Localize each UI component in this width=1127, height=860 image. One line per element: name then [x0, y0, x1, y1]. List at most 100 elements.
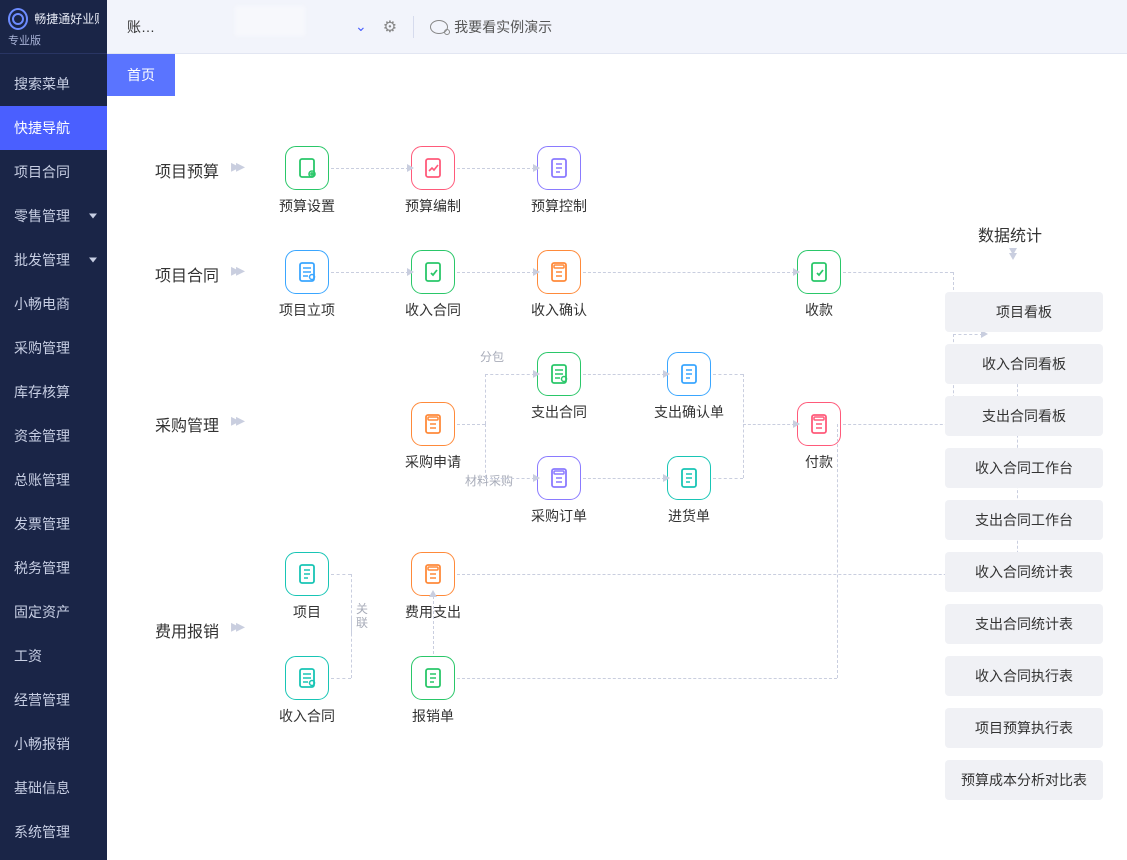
- arrow-right-icon: [793, 268, 800, 276]
- topbar: 账… ⌄ ⚙ 我要看实例演示: [107, 0, 1127, 54]
- arrow-right-icon: [533, 268, 540, 276]
- node-r1-2[interactable]: [537, 146, 581, 190]
- connector: [485, 374, 486, 424]
- stats-button-2[interactable]: 支出合同看板: [945, 396, 1103, 436]
- demo-link-label: 我要看实例演示: [454, 17, 552, 37]
- connector: [713, 374, 743, 375]
- connector: [743, 374, 744, 478]
- stats-button-4[interactable]: 支出合同工作台: [945, 500, 1103, 540]
- chevron-down-icon: ⌄: [355, 18, 367, 35]
- sidebar-item-1[interactable]: 快捷导航: [0, 106, 107, 150]
- stats-button-3[interactable]: 收入合同工作台: [945, 448, 1103, 488]
- node-purchase-req[interactable]: [411, 402, 455, 446]
- node-label-r1-1: 预算编制: [373, 196, 493, 216]
- node-label-r2-0: 项目立项: [247, 300, 367, 320]
- node-label-r2-1: 收入合同: [373, 300, 493, 320]
- node-spend-confirm[interactable]: [667, 352, 711, 396]
- sidebar-item-7[interactable]: 库存核算: [0, 370, 107, 414]
- arrow-right-icon: [407, 164, 414, 172]
- connector: [351, 618, 352, 678]
- stats-button-label: 预算成本分析对比表: [961, 770, 1087, 790]
- sidebar-item-3[interactable]: 零售管理: [0, 194, 107, 238]
- stats-title: 数据统计: [978, 222, 1042, 246]
- connector: [837, 424, 838, 678]
- stats-button-0[interactable]: 项目看板: [945, 292, 1103, 332]
- node-label-spend-confirm: 支出确认单: [629, 402, 749, 422]
- node-reimburse[interactable]: [411, 656, 455, 700]
- sidebar-item-label: 项目合同: [14, 162, 70, 182]
- stats-button-1[interactable]: 收入合同看板: [945, 344, 1103, 384]
- node-label-payment: 付款: [759, 452, 879, 472]
- arrow-right-icon: [533, 370, 540, 378]
- sidebar-item-label: 发票管理: [14, 514, 70, 534]
- settings-gear-icon[interactable]: ⚙: [383, 17, 397, 37]
- arrow-right-icon: [407, 268, 414, 276]
- sidebar-item-9[interactable]: 总账管理: [0, 458, 107, 502]
- node-r1-0[interactable]: [285, 146, 329, 190]
- node-label-stock-in: 进货单: [629, 506, 749, 526]
- stats-button-6[interactable]: 支出合同统计表: [945, 604, 1103, 644]
- demo-link[interactable]: 我要看实例演示: [430, 17, 552, 37]
- node-r1-1[interactable]: [411, 146, 455, 190]
- stats-button-9[interactable]: 预算成本分析对比表: [945, 760, 1103, 800]
- stats-arrow-icon: [1009, 248, 1017, 260]
- connector: [583, 374, 665, 375]
- sidebar-item-label: 批发管理: [14, 250, 70, 270]
- node-income-contract-2[interactable]: [285, 656, 329, 700]
- sidebar-item-2[interactable]: 项目合同: [0, 150, 107, 194]
- sidebar-item-label: 搜索菜单: [14, 74, 70, 94]
- connector: [457, 424, 485, 425]
- stats-button-label: 项目看板: [996, 302, 1052, 322]
- sidebar-item-0[interactable]: 搜索菜单: [0, 62, 107, 106]
- node-spend-contract[interactable]: [537, 352, 581, 396]
- stats-button-label: 收入合同工作台: [975, 458, 1073, 478]
- sidebar-item-10[interactable]: 发票管理: [0, 502, 107, 546]
- workflow-canvas: 项目预算 ▸▸ 项目合同 ▸▸ 采购管理 ▸▸ 费用报销 ▸▸ 分包 材料采购 …: [107, 96, 1127, 860]
- arrow-right-icon: [533, 164, 540, 172]
- node-r2-1[interactable]: [411, 250, 455, 294]
- brand-logo-icon: [8, 8, 28, 30]
- connector: [583, 478, 665, 479]
- node-r2-0[interactable]: [285, 250, 329, 294]
- sidebar-item-17[interactable]: 系统管理: [0, 810, 107, 854]
- stats-button-label: 收入合同看板: [982, 354, 1066, 374]
- connector: [743, 424, 795, 425]
- sidebar-item-11[interactable]: 税务管理: [0, 546, 107, 590]
- sidebar-item-label: 小畅报销: [14, 734, 70, 754]
- tab-home[interactable]: 首页: [107, 54, 175, 96]
- node-label-purchase-req: 采购申请: [373, 452, 493, 472]
- connector: [457, 168, 535, 169]
- sidebar-item-16[interactable]: 基础信息: [0, 766, 107, 810]
- node-r2-2[interactable]: [537, 250, 581, 294]
- stats-button-5[interactable]: 收入合同统计表: [945, 552, 1103, 592]
- connector: [583, 272, 795, 273]
- sidebar-item-label: 采购管理: [14, 338, 70, 358]
- node-project[interactable]: [285, 552, 329, 596]
- sidebar-item-5[interactable]: 小畅电商: [0, 282, 107, 326]
- node-r2-3[interactable]: [797, 250, 841, 294]
- sidebar-item-4[interactable]: 批发管理: [0, 238, 107, 282]
- node-stock-in[interactable]: [667, 456, 711, 500]
- sidebar-item-label: 小畅电商: [14, 294, 70, 314]
- arrow-right-icon: [663, 370, 670, 378]
- arrow-up-icon: [429, 590, 437, 597]
- sidebar-item-15[interactable]: 小畅报销: [0, 722, 107, 766]
- sidebar-item-8[interactable]: 资金管理: [0, 414, 107, 458]
- connector: [457, 678, 837, 679]
- connector: [485, 478, 535, 479]
- node-payment[interactable]: [797, 402, 841, 446]
- brand-name: 畅捷通好业财: [34, 10, 99, 27]
- sidebar-item-14[interactable]: 经营管理: [0, 678, 107, 722]
- sidebar-item-12[interactable]: 固定资产: [0, 590, 107, 634]
- tab-row: 首页: [107, 54, 1127, 96]
- sidebar-item-label: 系统管理: [14, 822, 70, 842]
- stats-button-7[interactable]: 收入合同执行表: [945, 656, 1103, 696]
- stats-button-8[interactable]: 项目预算执行表: [945, 708, 1103, 748]
- tag-subcontract: 分包: [480, 348, 504, 365]
- node-purchase-order[interactable]: [537, 456, 581, 500]
- sidebar-item-6[interactable]: 采购管理: [0, 326, 107, 370]
- connector: [457, 272, 535, 273]
- sidebar-item-13[interactable]: 工资: [0, 634, 107, 678]
- section-label-expense: 费用报销: [155, 618, 219, 642]
- node-label-r2-3: 收款: [759, 300, 879, 320]
